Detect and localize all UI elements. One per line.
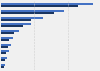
- Bar: [1, 50, 8, 52]
- Bar: [1, 30, 18, 32]
- Bar: [1, 46, 8, 47]
- Bar: [1, 25, 23, 27]
- Bar: [1, 44, 11, 46]
- Bar: [1, 32, 14, 34]
- Bar: [1, 37, 13, 39]
- Bar: [1, 5, 78, 7]
- Bar: [1, 66, 4, 68]
- Bar: [1, 17, 43, 19]
- Bar: [1, 52, 6, 54]
- Bar: [1, 19, 31, 21]
- Bar: [1, 59, 5, 61]
- Bar: [1, 3, 93, 5]
- Bar: [1, 57, 7, 59]
- Bar: [1, 10, 64, 12]
- Bar: [1, 39, 9, 41]
- Bar: [1, 24, 31, 25]
- Bar: [1, 64, 5, 66]
- Bar: [1, 12, 54, 14]
